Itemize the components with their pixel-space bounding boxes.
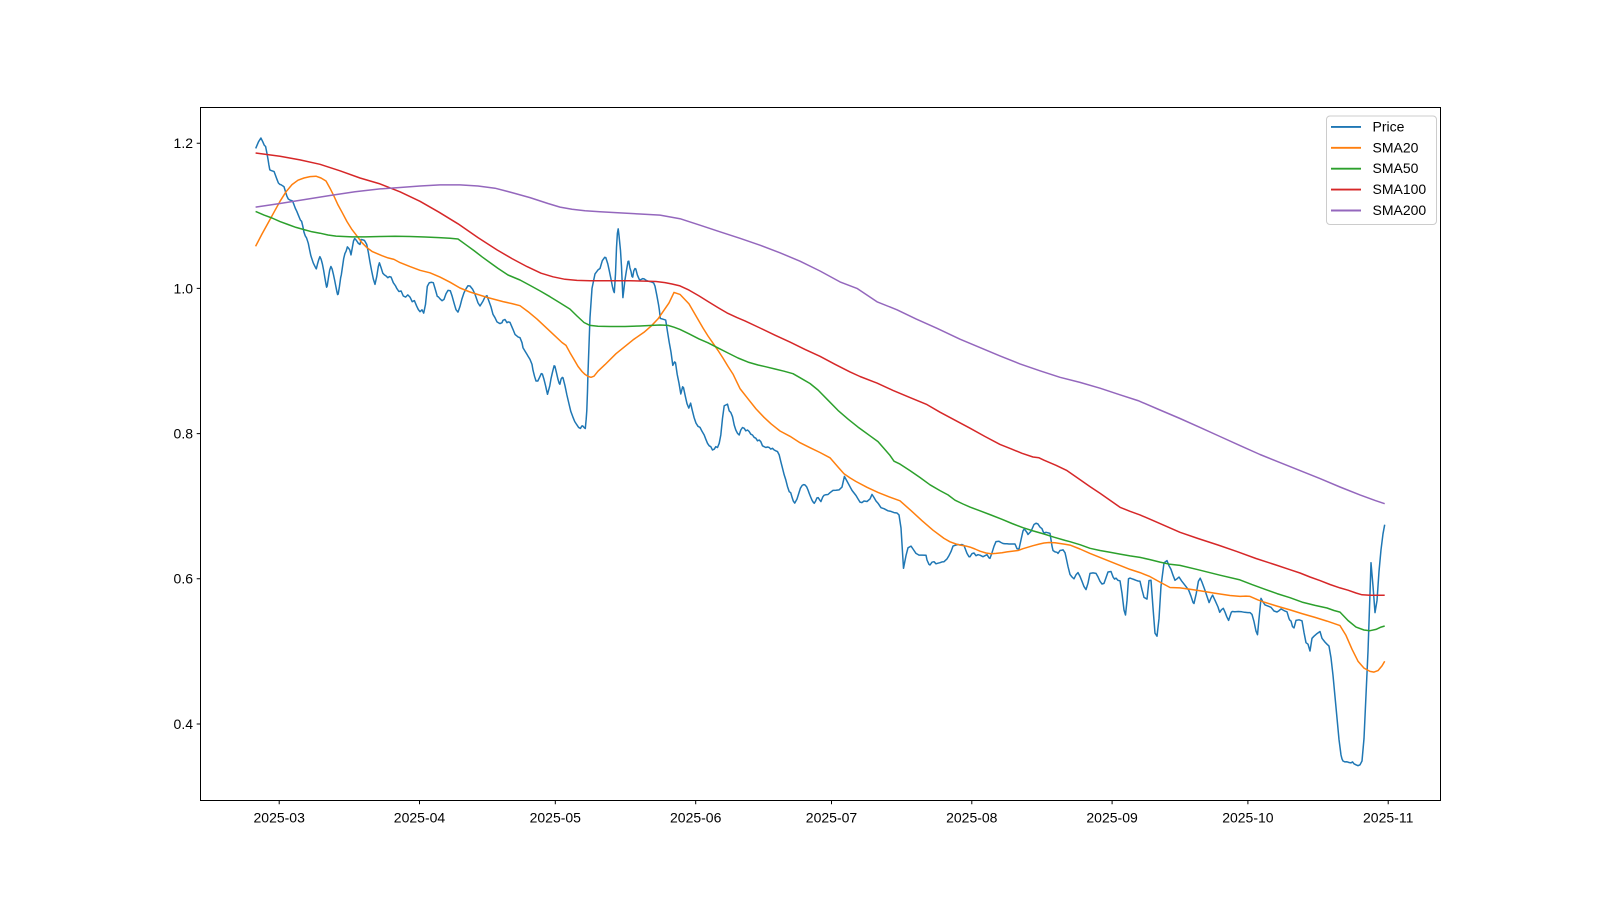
svg-text:Price: Price <box>1373 118 1405 134</box>
svg-text:2025-03: 2025-03 <box>254 810 306 826</box>
svg-text:SMA200: SMA200 <box>1373 202 1427 218</box>
svg-text:SMA50: SMA50 <box>1373 160 1419 176</box>
svg-text:1.2: 1.2 <box>174 135 194 151</box>
svg-text:1.0: 1.0 <box>174 280 194 296</box>
svg-text:0.8: 0.8 <box>174 426 194 442</box>
svg-text:2025-08: 2025-08 <box>946 810 998 826</box>
svg-text:SMA100: SMA100 <box>1373 181 1427 197</box>
svg-text:2025-10: 2025-10 <box>1222 810 1274 826</box>
svg-text:2025-11: 2025-11 <box>1363 810 1414 826</box>
svg-text:2025-07: 2025-07 <box>806 810 858 826</box>
svg-text:SMA20: SMA20 <box>1373 139 1419 155</box>
svg-text:2025-04: 2025-04 <box>394 810 446 826</box>
svg-text:2025-06: 2025-06 <box>670 810 722 826</box>
svg-text:2025-09: 2025-09 <box>1086 810 1138 826</box>
svg-text:0.6: 0.6 <box>174 571 194 587</box>
svg-text:2025-05: 2025-05 <box>530 810 582 826</box>
svg-text:0.4: 0.4 <box>174 716 194 732</box>
